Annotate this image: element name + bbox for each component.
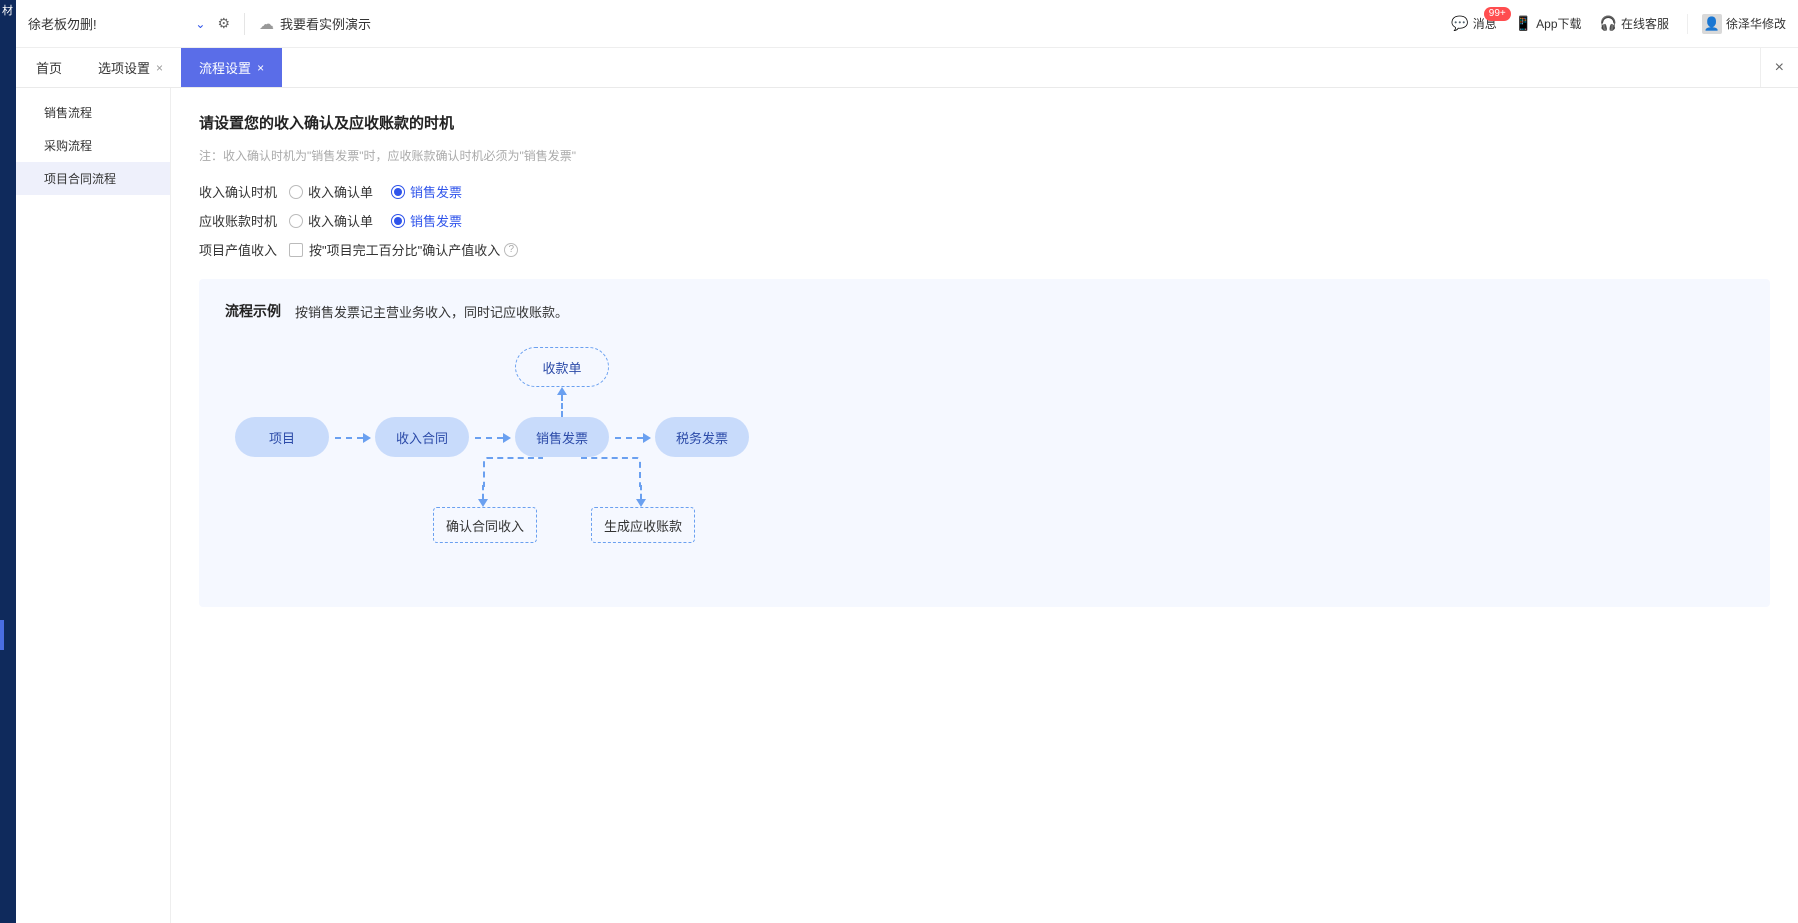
- close-all-tabs-button[interactable]: ×: [1760, 48, 1798, 87]
- tab-label: 流程设置: [199, 58, 251, 77]
- flow-diagram: 收款单 项目 收入合同 销售发票 税务发票: [225, 347, 1744, 567]
- tab-options[interactable]: 选项设置 ×: [80, 48, 181, 87]
- avatar-icon: 👤: [1702, 14, 1722, 34]
- flow-example-box: 流程示例 按销售发票记主营业务收入，同时记应收账款。 收款单 项目 收入合同 销…: [199, 279, 1770, 607]
- messages-button[interactable]: 💬 消息 99+: [1451, 15, 1496, 32]
- flow-node-project: 项目: [235, 417, 329, 457]
- top-bar: 徐老板勿删! ⌄ ⚙ ☁ 我要看实例演示 💬 消息 99+ 📱 App下载 🎧 …: [0, 0, 1798, 48]
- online-service-label: 在线客服: [1621, 15, 1669, 32]
- tab-process[interactable]: 流程设置 ×: [181, 48, 282, 87]
- workspace: 销售流程 采购流程 项目合同流程 请设置您的收入确认及应收账款的时机 注：收入确…: [0, 88, 1798, 923]
- messages-badge: 99+: [1484, 7, 1511, 21]
- left-edge-indicator: [0, 620, 4, 650]
- flow-elbow-left: [483, 457, 543, 487]
- headset-icon: 🎧: [1600, 15, 1617, 32]
- flow-node-sales-invoice: 销售发票: [515, 417, 609, 457]
- sidemenu-item-purchase[interactable]: 采购流程: [16, 129, 170, 162]
- demo-link[interactable]: ☁ 我要看实例演示: [259, 14, 371, 33]
- tab-home[interactable]: 首页: [18, 48, 80, 87]
- flow-node-receipt: 收款单: [515, 347, 609, 387]
- flow-arrow: [475, 433, 511, 443]
- row-label: 收入确认时机: [199, 182, 289, 201]
- close-icon[interactable]: ×: [156, 61, 163, 75]
- sidemenu-item-project-contract[interactable]: 项目合同流程: [16, 162, 170, 195]
- row-label: 项目产值收入: [199, 240, 289, 259]
- app-download-label: App下载: [1536, 15, 1581, 32]
- flow-arrow-down: [636, 485, 646, 507]
- example-header: 流程示例 按销售发票记主营业务收入，同时记应收账款。: [225, 301, 1744, 321]
- row-label: 应收账款时机: [199, 211, 289, 230]
- sidemenu-item-sales[interactable]: 销售流程: [16, 96, 170, 129]
- flow-arrow: [615, 433, 651, 443]
- checkbox-label: 按"项目完工百分比"确认产值收入: [309, 240, 500, 259]
- side-menu: 销售流程 采购流程 项目合同流程: [16, 88, 171, 923]
- row-receivable: 应收账款时机 收入确认单 销售发票: [199, 211, 1770, 230]
- row-output-value: 项目产值收入 按"项目完工百分比"确认产值收入 ?: [199, 240, 1770, 259]
- flow-node-income-contract: 收入合同: [375, 417, 469, 457]
- tab-bar: 首页 选项设置 × 流程设置 × ×: [0, 48, 1798, 88]
- left-sidebar-strip: 材: [0, 0, 16, 923]
- help-icon[interactable]: ?: [504, 243, 518, 257]
- page-note: 注：收入确认时机为"销售发票"时，应收账款确认时机必须为"销售发票": [199, 147, 1770, 164]
- tab-label: 选项设置: [98, 58, 150, 77]
- row-income-confirm: 收入确认时机 收入确认单 销售发票: [199, 182, 1770, 201]
- cloud-icon: ☁: [259, 15, 274, 33]
- phone-icon: 📱: [1515, 15, 1532, 32]
- radio-receivable-confirm-doc[interactable]: 收入确认单: [289, 211, 373, 230]
- chevron-down-icon: ⌄: [195, 17, 205, 31]
- flow-arrow-up: [557, 387, 567, 417]
- radio-income-sales-invoice[interactable]: 销售发票: [391, 182, 462, 201]
- tab-label: 首页: [36, 58, 62, 77]
- flow-arrow: [335, 433, 371, 443]
- example-title: 流程示例: [225, 301, 281, 321]
- top-right-actions: 💬 消息 99+ 📱 App下载 🎧 在线客服 👤 徐泽华修改: [1451, 14, 1786, 34]
- content-area: 请设置您的收入确认及应收账款的时机 注：收入确认时机为"销售发票"时，应收账款确…: [171, 88, 1798, 923]
- close-icon[interactable]: ×: [257, 61, 264, 75]
- flow-node-confirm-income: 确认合同收入: [433, 507, 537, 543]
- chat-icon: 💬: [1451, 15, 1468, 32]
- radio-receivable-sales-invoice[interactable]: 销售发票: [391, 211, 462, 230]
- checkbox-output-value[interactable]: [289, 243, 303, 257]
- radio-income-confirm-doc[interactable]: 收入确认单: [289, 182, 373, 201]
- left-edge-text: 材: [2, 2, 13, 18]
- flow-arrow-down: [478, 485, 488, 507]
- user-menu[interactable]: 👤 徐泽华修改: [1687, 14, 1786, 34]
- flow-node-gen-receivable: 生成应收账款: [591, 507, 695, 543]
- divider: [244, 13, 245, 35]
- page-title: 请设置您的收入确认及应收账款的时机: [199, 112, 1770, 133]
- app-download-button[interactable]: 📱 App下载: [1515, 15, 1582, 32]
- online-service-button[interactable]: 🎧 在线客服: [1600, 15, 1669, 32]
- demo-link-label: 我要看实例演示: [280, 14, 371, 33]
- user-name: 徐泽华修改: [1726, 15, 1786, 32]
- gear-icon[interactable]: ⚙: [217, 15, 230, 32]
- flow-elbow-right: [581, 457, 641, 487]
- account-selector[interactable]: 徐老板勿删! ⌄ ⚙: [20, 14, 230, 33]
- example-desc: 按销售发票记主营业务收入，同时记应收账款。: [295, 302, 568, 321]
- account-name: 徐老板勿删!: [28, 14, 97, 33]
- flow-node-tax-invoice: 税务发票: [655, 417, 749, 457]
